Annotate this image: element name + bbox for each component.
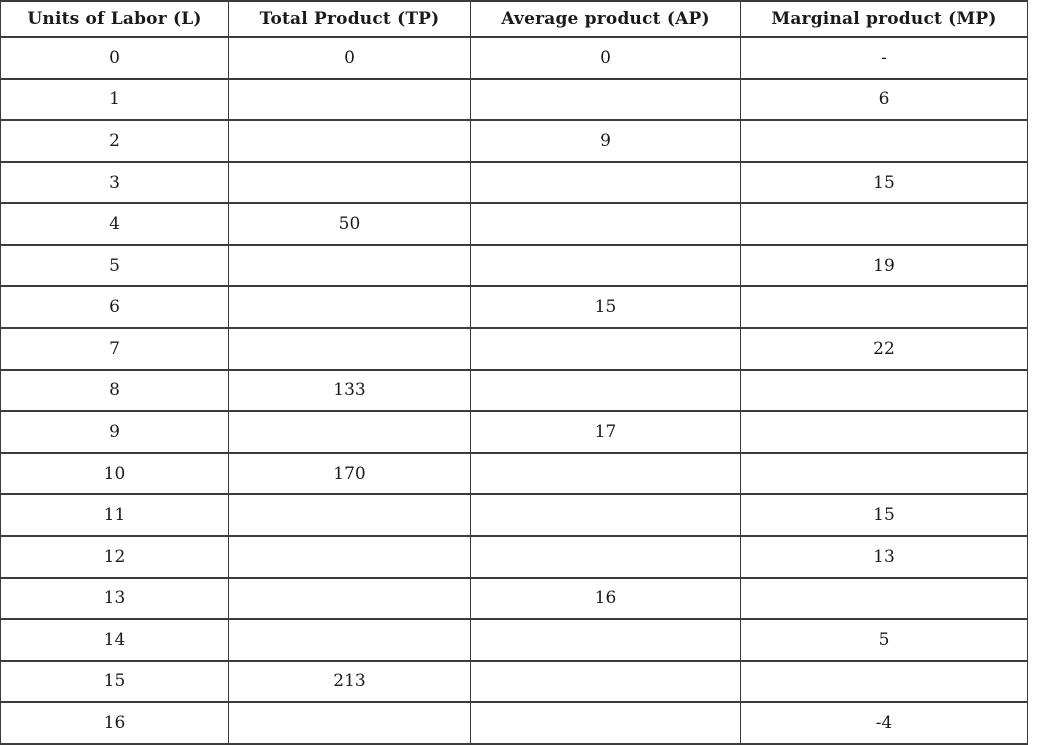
table-cell <box>470 451 741 496</box>
table-row: 12 13 <box>0 534 1028 579</box>
table-cell: 5 <box>740 618 1028 662</box>
table-cell <box>740 576 1028 621</box>
table-cell <box>228 493 471 537</box>
table-cell <box>740 285 1028 330</box>
table-cell: 17 <box>470 410 741 454</box>
table-cell <box>228 77 471 122</box>
table-cell <box>740 368 1028 413</box>
table-row: 9 17 <box>0 410 1028 454</box>
table-row: 15 213 <box>0 659 1028 704</box>
table-cell <box>228 160 471 205</box>
table-cell <box>470 327 741 371</box>
table-cell: -4 <box>740 701 1028 745</box>
table-cell <box>228 327 471 371</box>
table-row: 8 133 <box>0 368 1028 413</box>
table-cell: 6 <box>740 77 1028 122</box>
table-cell <box>470 368 741 413</box>
table-row: 16 -4 <box>0 701 1028 745</box>
table-cell: 13 <box>740 534 1028 579</box>
table-cell: 9 <box>470 119 741 163</box>
table-cell: 6 <box>0 285 229 330</box>
table-cell: 0 <box>228 36 471 80</box>
table-cell <box>740 119 1028 163</box>
table-cell: 14 <box>0 618 229 662</box>
table-row: 10 170 <box>0 451 1028 496</box>
table-cell: 4 <box>0 202 229 246</box>
column-header-average-product: Average product (AP) <box>470 0 741 38</box>
table-cell <box>470 534 741 579</box>
table-cell <box>740 410 1028 454</box>
table-cell: 11 <box>0 493 229 537</box>
table-cell: 16 <box>0 701 229 745</box>
table-cell: 15 <box>740 493 1028 537</box>
table-cell: 170 <box>228 451 471 496</box>
table-cell <box>470 701 741 745</box>
table-cell <box>228 410 471 454</box>
table-cell: 13 <box>0 576 229 621</box>
table-cell: 50 <box>228 202 471 246</box>
table-cell <box>470 243 741 288</box>
table-cell: 19 <box>740 243 1028 288</box>
table-cell: 9 <box>0 410 229 454</box>
table-row: 11 15 <box>0 493 1028 537</box>
table-cell: 3 <box>0 160 229 205</box>
table-cell <box>740 451 1028 496</box>
table-cell: 16 <box>470 576 741 621</box>
table-cell: 22 <box>740 327 1028 371</box>
table-row: 3 15 <box>0 160 1028 205</box>
table-cell: 7 <box>0 327 229 371</box>
table-row: 6 15 <box>0 285 1028 330</box>
table-cell: 0 <box>0 36 229 80</box>
table-cell: - <box>740 36 1028 80</box>
column-header-units-of-labor: Units of Labor (L) <box>0 0 229 38</box>
table-row: 13 16 <box>0 576 1028 621</box>
table-cell <box>228 285 471 330</box>
table-cell: 2 <box>0 119 229 163</box>
table-cell <box>228 534 471 579</box>
table-row: 4 50 <box>0 202 1028 246</box>
table-cell <box>470 77 741 122</box>
table-cell <box>470 202 741 246</box>
table-header-row: Units of Labor (L) Total Product (TP) Aver… <box>0 0 1028 38</box>
table-cell <box>470 618 741 662</box>
table-cell <box>740 659 1028 704</box>
table-cell: 15 <box>740 160 1028 205</box>
column-header-total-product: Total Product (TP) <box>228 0 471 38</box>
table-cell <box>740 202 1028 246</box>
table-cell: 133 <box>228 368 471 413</box>
table-cell: 12 <box>0 534 229 579</box>
table-cell <box>470 160 741 205</box>
table-cell: 15 <box>0 659 229 704</box>
table-cell: 1 <box>0 77 229 122</box>
table-row: 7 22 <box>0 327 1028 371</box>
table-cell: 213 <box>228 659 471 704</box>
table-row: 14 5 <box>0 618 1028 662</box>
table-cell <box>470 659 741 704</box>
table-body: 0 0 0-1 6 2 9 3 15 4 50 5 19 6 15 7 22 8 133 9 17 10 170 11 15 1… <box>0 36 1028 745</box>
table-cell <box>228 576 471 621</box>
table-cell <box>228 243 471 288</box>
table-cell <box>228 119 471 163</box>
table-cell <box>470 493 741 537</box>
table-cell: 0 <box>470 36 741 80</box>
table-cell: 15 <box>470 285 741 330</box>
table-cell: 8 <box>0 368 229 413</box>
table-cell: 5 <box>0 243 229 288</box>
column-header-marginal-product: Marginal product (MP) <box>740 0 1028 38</box>
table-cell <box>228 618 471 662</box>
table-cell: 10 <box>0 451 229 496</box>
table-row: 5 19 <box>0 243 1028 288</box>
table-cell <box>228 701 471 745</box>
